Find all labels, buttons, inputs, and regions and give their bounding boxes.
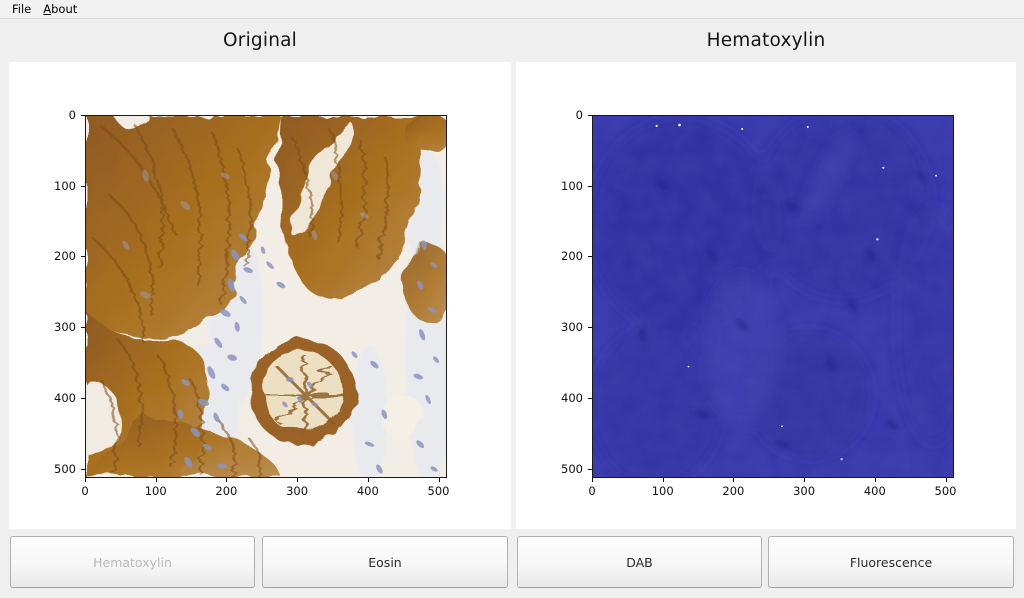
y-axis-original: 0 100 200 300 400 500 (9, 108, 85, 478)
x-axis-hematoxylin: 0 100 200 300 400 500 (588, 478, 957, 500)
tick-mark (874, 478, 876, 482)
tick-mark (588, 256, 592, 258)
tick-label: 100 (54, 178, 76, 193)
tick-label: 400 (863, 484, 886, 498)
tick-mark (81, 397, 85, 399)
eosin-button[interactable]: Eosin (262, 536, 508, 588)
original-histology-image (86, 116, 446, 477)
hematoxylin-image (592, 115, 954, 478)
tick-mark (155, 478, 157, 482)
tick-label: 400 (356, 484, 379, 498)
tick-label: 100 (561, 178, 583, 193)
tick-mark (81, 185, 85, 187)
tick-label: 0 (588, 484, 596, 498)
tick-label: 0 (81, 484, 89, 498)
figure-title-original: Original (223, 30, 297, 51)
tick-label: 400 (561, 390, 583, 405)
menu-file[interactable]: File (12, 2, 32, 16)
x-axis-original: 0 100 200 300 400 500 (81, 478, 450, 500)
original-image (85, 115, 447, 478)
tick-label: 300 (54, 320, 76, 335)
tick-label: 300 (561, 320, 583, 335)
tick-mark (297, 478, 299, 482)
tick-mark (588, 185, 592, 187)
tick-mark (81, 115, 85, 116)
tick-mark (588, 468, 592, 470)
tick-mark (588, 115, 592, 116)
tick-label: 500 (54, 461, 76, 476)
tick-mark (81, 256, 85, 258)
dab-button[interactable]: DAB (517, 536, 762, 588)
figure-panel-hematoxylin: 0 100 200 300 400 500 0 100 200 300 400 500 (516, 62, 1016, 529)
tick-label: 500 (427, 484, 450, 498)
tick-mark (592, 478, 593, 482)
tick-label: 0 (68, 108, 76, 122)
tick-label: 500 (561, 461, 583, 476)
tick-label: 100 (144, 484, 167, 498)
tick-label: 200 (722, 484, 745, 498)
tick-mark (81, 327, 85, 329)
tick-label: 500 (934, 484, 957, 498)
tick-mark (945, 478, 947, 482)
tick-mark (85, 478, 86, 482)
tick-mark (226, 478, 228, 482)
menubar: File About (0, 0, 1024, 19)
figure-panel-original: 0 100 200 300 400 500 0 100 200 300 400 500 (9, 62, 511, 529)
tick-label: 400 (54, 390, 76, 405)
tick-mark (662, 478, 664, 482)
tick-mark (367, 478, 369, 482)
hematoxylin-button[interactable]: Hematoxylin (10, 536, 255, 588)
tick-label: 200 (561, 249, 583, 264)
fluorescence-button[interactable]: Fluorescence (768, 536, 1014, 588)
figure-title-hematoxylin: Hematoxylin (706, 30, 826, 51)
tick-mark (733, 478, 735, 482)
tick-label: 0 (575, 108, 583, 122)
y-axis-hematoxylin: 0 100 200 300 400 500 (516, 108, 592, 478)
tick-label: 300 (793, 484, 816, 498)
tick-mark (588, 397, 592, 399)
tick-mark (804, 478, 806, 482)
tick-mark (81, 468, 85, 470)
hematoxylin-channel-image (593, 116, 953, 477)
tick-label: 300 (286, 484, 309, 498)
menu-about[interactable]: About (43, 2, 78, 16)
tick-mark (588, 327, 592, 329)
tick-label: 100 (651, 484, 674, 498)
tick-label: 200 (54, 249, 76, 264)
tick-label: 200 (215, 484, 238, 498)
tick-mark (438, 478, 440, 482)
